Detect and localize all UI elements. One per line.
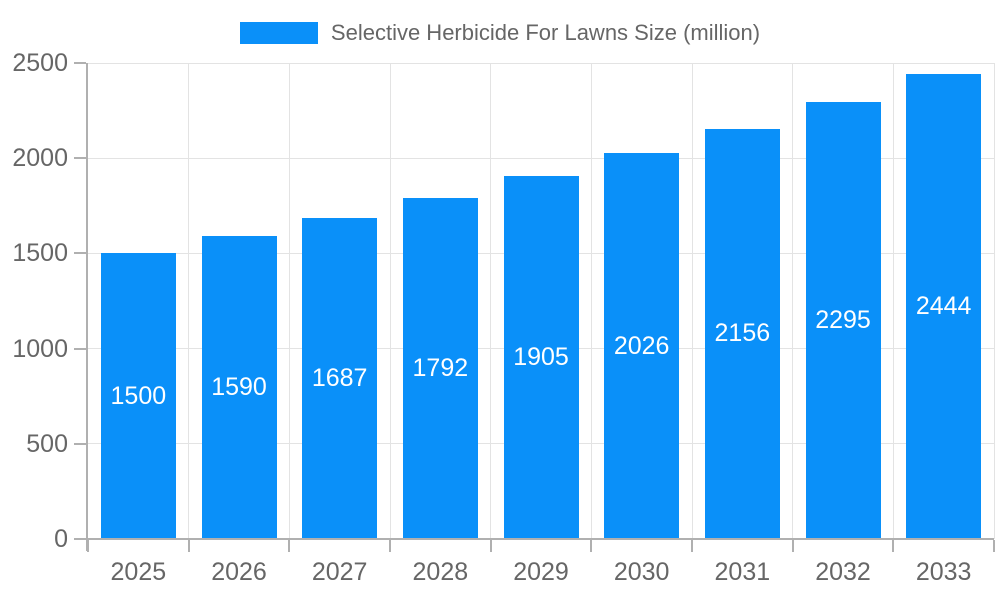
y-axis-line: [86, 63, 88, 551]
gridline-vertical: [590, 63, 592, 539]
bar-2029[interactable]: 1905: [503, 176, 579, 539]
x-tick-label: 2028: [412, 558, 469, 586]
bar-value-label: 2026: [613, 331, 670, 360]
y-tick-label: 2500: [12, 49, 68, 77]
x-axis-tick: [489, 540, 492, 552]
x-tick-label: 2032: [815, 558, 871, 586]
bar-value-label: 1500: [110, 381, 167, 410]
bar-value-label: 1590: [211, 373, 267, 402]
x-tick-label: 2030: [613, 558, 670, 586]
x-axis-tick: [288, 540, 291, 552]
y-axis-tick: [74, 347, 86, 350]
gridline-vertical: [792, 63, 794, 539]
y-tick-label: 2000: [12, 144, 68, 173]
bar-value-label: 1687: [311, 363, 368, 392]
y-axis-tick: [74, 62, 86, 64]
x-axis-tick: [892, 540, 895, 552]
y-tick-label: 0: [54, 525, 68, 553]
bar-value-label: 2444: [915, 291, 972, 320]
x-tick-label: 2033: [915, 558, 972, 586]
x-tick-label: 2026: [211, 558, 267, 586]
bar-value-label: 2295: [815, 306, 871, 335]
bar-value-label: 1905: [513, 343, 569, 372]
bar-2032[interactable]: 2295: [805, 102, 881, 539]
gridline-vertical: [490, 63, 492, 539]
gridline-vertical: [892, 63, 894, 539]
bar-2028[interactable]: 1792: [402, 197, 478, 539]
gridline-vertical: [188, 63, 190, 539]
x-tick-label: 2031: [714, 558, 771, 586]
x-axis-tick: [993, 540, 995, 552]
bar-2030[interactable]: 2026: [604, 153, 680, 539]
x-tick-label: 2025: [110, 558, 167, 586]
gridline-vertical: [691, 63, 693, 539]
gridline-horizontal: [88, 62, 994, 64]
gridline-vertical: [993, 63, 995, 539]
bar-2033[interactable]: 2444: [906, 73, 982, 539]
bar-value-label: 2156: [714, 319, 771, 348]
legend-swatch: [239, 22, 318, 44]
legend-label: Selective Herbicide For Lawns Size (mill…: [330, 20, 761, 45]
plot-area: 1500 1590 1687 1792 1905 2026 2156 2295 2444 0 500…: [12, 49, 995, 586]
y-tick-label: 500: [26, 429, 68, 458]
x-axis-line: [86, 538, 994, 540]
bar-2027[interactable]: 1687: [302, 217, 378, 539]
gridline-vertical: [389, 63, 391, 539]
x-tick-label: 2029: [513, 558, 569, 586]
gridline-horizontal: [88, 157, 994, 159]
y-tick-label: 1500: [12, 239, 68, 268]
gridline-vertical: [288, 63, 290, 539]
bar-2031[interactable]: 2156: [704, 128, 780, 539]
y-axis-tick: [74, 157, 86, 160]
x-axis-tick: [691, 540, 693, 552]
x-tick-label: 2027: [311, 558, 368, 586]
x-axis-tick: [791, 540, 794, 552]
x-axis-tick: [590, 540, 593, 552]
x-axis-tick: [389, 540, 391, 552]
bar-2026[interactable]: 1590: [201, 236, 277, 539]
bar-2025[interactable]: 1500: [100, 253, 176, 539]
y-axis-tick: [74, 538, 86, 540]
y-axis-tick: [74, 442, 86, 445]
y-axis-tick: [74, 252, 86, 255]
x-axis-tick: [187, 540, 190, 552]
chart-legend-item[interactable]: Selective Herbicide For Lawns Size (mill…: [0, 20, 1000, 46]
y-tick-label: 1000: [12, 334, 68, 363]
x-axis-tick: [87, 540, 89, 552]
bar-value-label: 1792: [412, 353, 469, 382]
